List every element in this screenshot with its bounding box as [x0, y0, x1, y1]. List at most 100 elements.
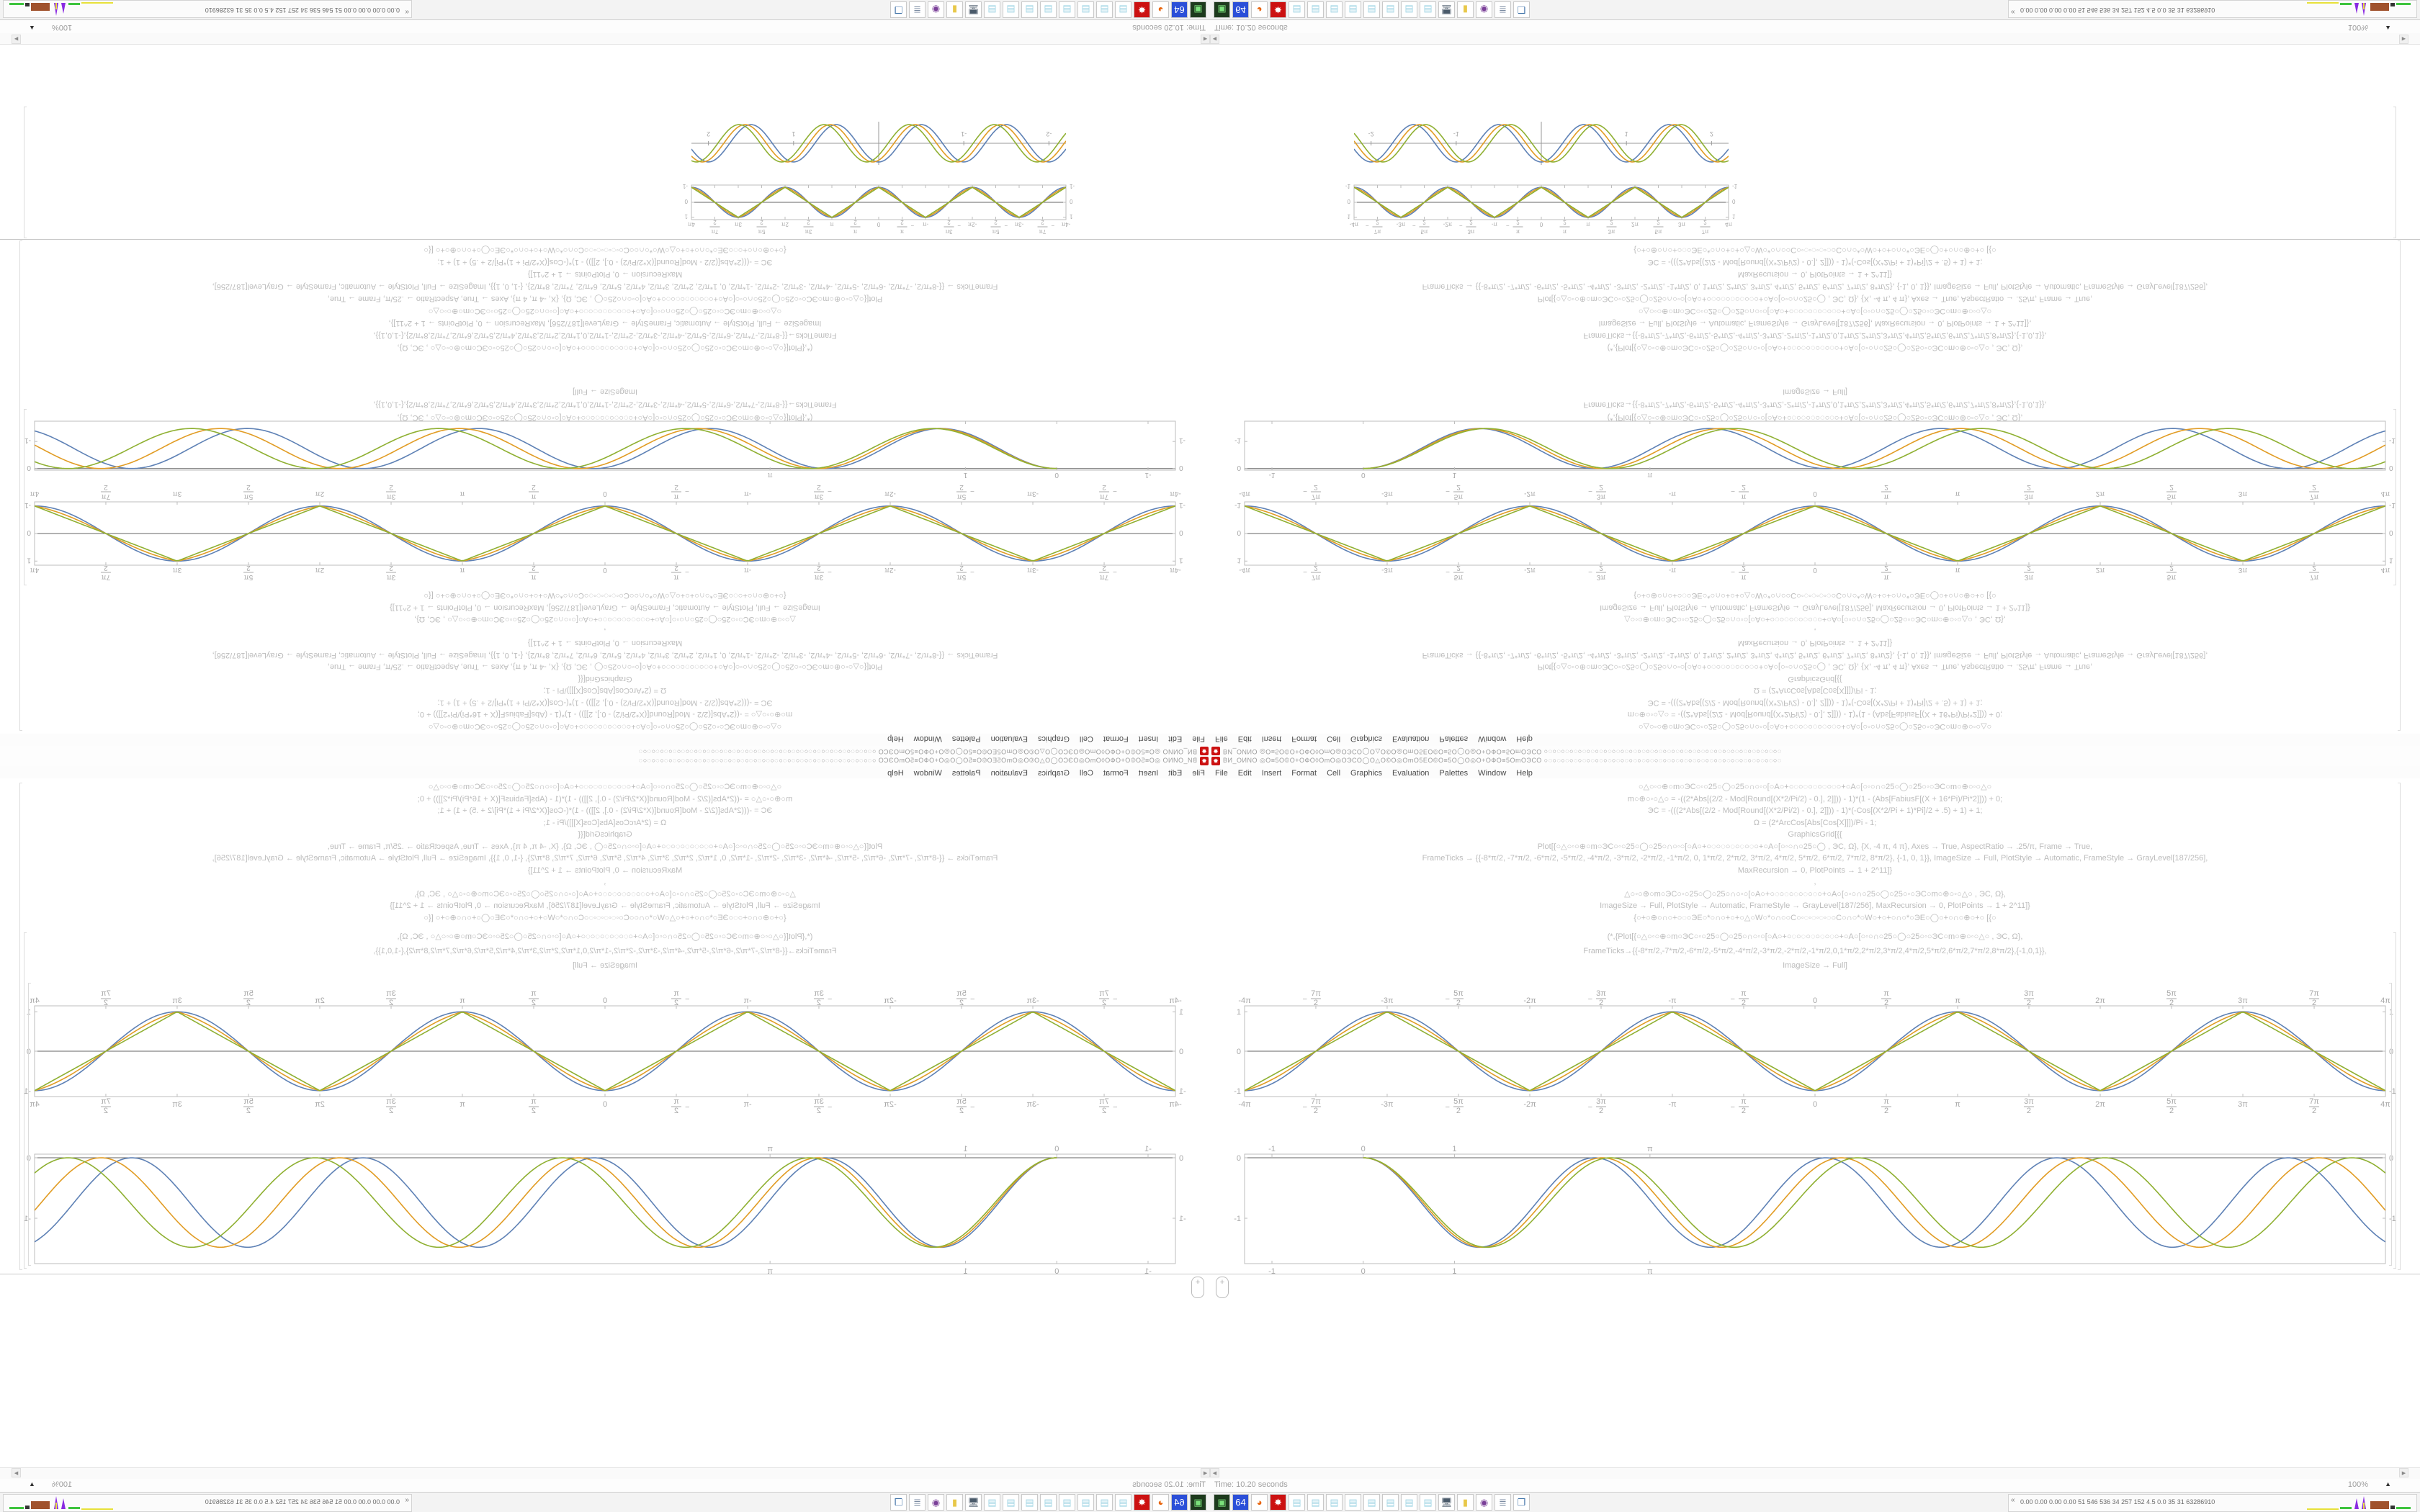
scroll-right-button[interactable]: ▶ [2399, 35, 2408, 44]
cell-bracket-graphics-grid[interactable] [2391, 983, 2392, 1265]
notebook-code-line[interactable]: ImageSize → Full, PlotStyle → Automatic,… [390, 603, 820, 612]
scroll-left-button[interactable]: ◀ [1201, 1468, 1210, 1477]
taskbar-terminal-icon[interactable]: ▣ [1214, 1494, 1230, 1511]
cell-bracket-graphics-grid[interactable] [28, 983, 29, 1265]
notebook-code-line[interactable]: Plot[{○△○◦○⊕○m○ЭС○◦○25○◯○25○∩○◦○[○А○+○◌○… [327, 294, 883, 303]
cell-bracket-outer[interactable] [19, 241, 20, 731]
taskbar-notepad-icon[interactable]: ▤ [1289, 1, 1305, 18]
menu-item-help[interactable]: Help [1516, 734, 1533, 743]
notebook-code-line[interactable]: ○△○◦○⊕○m○ЭС○◦○25○◯○25○∩○◦○[○А○+○◌○◌○◌○◌○… [428, 307, 782, 315]
taskbar-notepad-icon[interactable]: ▤ [1040, 1494, 1057, 1511]
magnification-dropdown-arrow[interactable]: ▲ [2385, 24, 2391, 32]
menu-item-file[interactable]: File [1192, 734, 1205, 743]
notebook-code-line[interactable]: FrameTicks → {{-8*π/2, -7*π/2, -6*π/2, -… [212, 282, 998, 291]
menu-item-palettes[interactable]: Palettes [1439, 769, 1469, 778]
notebook-code-line[interactable]: ○△○◦○⊕○m○ЭС○◦○25○◯○25○∩○◦○[○А○+○◌○◌○◌○◌○… [1638, 783, 1992, 791]
menu-item-window[interactable]: Window [913, 734, 942, 743]
taskbar-terminal-icon[interactable]: ▣ [1190, 1, 1206, 18]
menu-item-window[interactable]: Window [1478, 734, 1507, 743]
taskbar-mathematica-icon[interactable]: ✸ [1270, 1, 1286, 18]
taskbar-owl-icon[interactable]: ◉ [1476, 1, 1492, 18]
notebook-code-line[interactable]: m○⊕○◦○△○ = -((2*Abs[(2/2 - Mod[Round[(X*… [1627, 794, 2003, 804]
notebook-code-line[interactable]: {○+○⊕○∩○+○◌○ЭЕ○*○∩○+○+○△○W○*○∩○○С○◦◌◦◌◦◌… [424, 913, 786, 922]
menu-item-file[interactable]: File [1215, 769, 1228, 778]
magnification-dropdown-arrow[interactable]: ▲ [29, 24, 35, 32]
menu-item-file[interactable]: File [1192, 769, 1205, 778]
menu-item-help[interactable]: Help [887, 769, 904, 778]
notebook-code-line[interactable]: ImageSize → Full] [1783, 387, 1847, 396]
taskbar-notepad-icon[interactable]: ▤ [1003, 1494, 1019, 1511]
tray-collapse-chevron-icon[interactable]: « [2011, 1496, 2015, 1504]
taskbar-mathematica-icon[interactable]: ✸ [1134, 1494, 1150, 1511]
taskbar-scroll-icon[interactable]: ≣ [1494, 1, 1511, 18]
notebook-code-line[interactable]: , [604, 627, 606, 636]
menu-item-evaluation[interactable]: Evaluation [990, 734, 1028, 743]
notebook-code-line[interactable]: , [1814, 627, 1816, 636]
notebook-code-line[interactable]: MaxRecursion → 0, PlotPoints → 1 + 2^11]… [1737, 639, 1893, 648]
notebook-code-line[interactable]: ЭС = -(((2*Abs[(2/2 - Mod[Round[(X*2/Pi/… [1647, 698, 1983, 707]
menu-item-file[interactable]: File [1215, 734, 1228, 743]
horizontal-scrollbar[interactable]: ◀ ▶ [1210, 32, 2420, 45]
menu-item-cell[interactable]: Cell [1327, 769, 1341, 778]
menu-item-palettes[interactable]: Palettes [951, 769, 981, 778]
magnification-value[interactable]: 100% [52, 23, 73, 32]
cell-bracket-outer[interactable] [2400, 241, 2401, 731]
taskbar-firefox-icon[interactable]: ◕ [1152, 1494, 1169, 1511]
menu-item-evaluation[interactable]: Evaluation [1392, 769, 1430, 778]
menu-item-edit[interactable]: Edit [1237, 734, 1252, 743]
taskbar-notepad-icon[interactable]: ▤ [1115, 1494, 1131, 1511]
menu-item-format[interactable]: Format [1291, 769, 1317, 778]
taskbar-notepad-icon[interactable]: ▤ [1096, 1, 1113, 18]
notebook-code-line[interactable]: FrameTicks→{{-8*π/2,-7*π/2,-6*π/2,-5*π/2… [373, 331, 837, 340]
notebook-code-line[interactable]: △○◦○⊕○m○ЭС○◦○25○◯○25○∩○◦○[○А○+○◌○◌○◌○◌○◌… [414, 615, 796, 624]
taskbar-owl-icon[interactable]: ◉ [928, 1, 944, 18]
taskbar-notepad-icon[interactable]: ▤ [1382, 1, 1399, 18]
notebook-code-line[interactable]: ЭС = -(((2*Abs[(2/2 - Mod[Round[(X*2/Pi/… [437, 698, 773, 707]
menu-item-insert[interactable]: Insert [1138, 769, 1159, 778]
taskbar-monitor-chart-icon[interactable]: 🖥 [1438, 1494, 1455, 1511]
notebook-code-line[interactable]: Plot[{○△○◦○⊕○m○ЭС○◦○25○◯○25○∩○◦○[○А○+○◌○… [1537, 662, 2093, 672]
menu-item-evaluation[interactable]: Evaluation [990, 769, 1028, 778]
menu-item-window[interactable]: Window [1478, 769, 1507, 778]
taskbar-firefox-icon[interactable]: ◕ [1251, 1, 1268, 18]
menu-item-insert[interactable]: Insert [1261, 769, 1282, 778]
scroll-left-button[interactable]: ◀ [1210, 1468, 1219, 1477]
notebook-code-line[interactable]: {○+○⊕○∩○+○◌○ЭЕ○*○∩○+○+○△○W○*○∩○○С○◦◌◦◌◦◌… [1634, 913, 1996, 922]
taskbar-folder-icon[interactable]: ▮ [946, 1, 963, 18]
taskbar-notepad-icon[interactable]: ▤ [1307, 1, 1324, 18]
notebook-code-line[interactable]: , [1814, 878, 1816, 886]
notebook-code-line[interactable]: MaxRecursion → 0, PlotPoints → 1 + 2^11]… [527, 639, 683, 648]
cell-insertion-cursor[interactable]: + [1191, 1277, 1204, 1298]
notebook-code-line[interactable]: Plot[{○△○◦○⊕○m○ЭС○◦○25○◯○25○∩○◦○[○А○+○◌○… [327, 842, 883, 851]
taskbar-scroll-icon[interactable]: ≣ [909, 1494, 926, 1511]
taskbar-notepad-icon[interactable]: ▤ [1021, 1494, 1038, 1511]
notebook-code-line[interactable]: ЭС = -(((2*Abs[(2/2 - Mod[Round[(X*2/Pi/… [437, 806, 773, 815]
magnification-value[interactable]: 100% [2347, 23, 2368, 32]
notebook-code-line[interactable]: FrameTicks → {{-8*π/2, -7*π/2, -6*π/2, -… [212, 651, 998, 660]
taskbar-terminal-icon[interactable]: ▣ [1214, 1, 1230, 18]
notebook-code-line[interactable]: (*,{Plot[{○△○◦○⊕○m○ЭС○◦○25○◯○25○∩○◦○[○А○… [397, 413, 813, 422]
notebook-code-line[interactable]: Ω = (2*ArcCos[Abs[Cos[X]]])/Pi - 1; [543, 686, 667, 696]
cell-bracket-outer[interactable] [19, 783, 20, 1269]
scroll-right-button[interactable]: ▶ [2399, 1468, 2408, 1477]
menu-item-evaluation[interactable]: Evaluation [1392, 734, 1430, 743]
notebook-code-line[interactable]: ○△○◦○⊕○m○ЭС○◦○25○◯○25○∩○◦○[○А○+○◌○◌○◌○◌○… [1638, 722, 1992, 731]
notebook-code-line[interactable]: FrameTicks → {{-8*π/2, -7*π/2, -6*π/2, -… [212, 854, 998, 863]
taskbar-notepad-icon[interactable]: ▤ [1289, 1494, 1305, 1511]
taskbar-monitor-chart-icon[interactable]: 🖥 [965, 1, 982, 18]
notebook-code-line[interactable]: , [604, 878, 606, 886]
notebook-code-line[interactable]: ЭС = -(((2*Abs[(2/2 - Mod[Round[(X*2/Pi/… [1647, 258, 1983, 266]
notebook-code-line[interactable]: (*,{Plot[{○△○◦○⊕○m○ЭС○◦○25○◯○25○∩○◦○[○А○… [397, 932, 813, 941]
notebook-code-line[interactable]: FrameTicks→{{-8*π/2,-7*π/2,-6*π/2,-5*π/2… [1583, 947, 2047, 955]
taskbar-window-icon[interactable]: ❐ [890, 1494, 907, 1511]
notebook-code-line[interactable]: (*,{Plot[{○△○◦○⊕○m○ЭС○◦○25○◯○25○∩○◦○[○А○… [1607, 343, 2023, 352]
taskbar-scroll-icon[interactable]: ≣ [909, 1, 926, 18]
taskbar-notepad-icon[interactable]: ▤ [1326, 1494, 1343, 1511]
notebook-code-line[interactable]: ○△○◦○⊕○m○ЭС○◦○25○◯○25○∩○◦○[○А○+○◌○◌○◌○◌○… [428, 722, 782, 731]
taskbar-notepad-icon[interactable]: ▤ [1345, 1, 1361, 18]
notebook-code-line[interactable]: ○△○◦○⊕○m○ЭС○◦○25○◯○25○∩○◦○[○А○+○◌○◌○◌○◌○… [428, 783, 782, 791]
menu-item-graphics[interactable]: Graphics [1350, 734, 1383, 743]
taskbar-notepad-icon[interactable]: ▤ [1059, 1, 1075, 18]
tray-collapse-chevron-icon[interactable]: « [405, 1496, 409, 1504]
horizontal-scrollbar[interactable]: ◀ ▶ [0, 32, 1210, 45]
